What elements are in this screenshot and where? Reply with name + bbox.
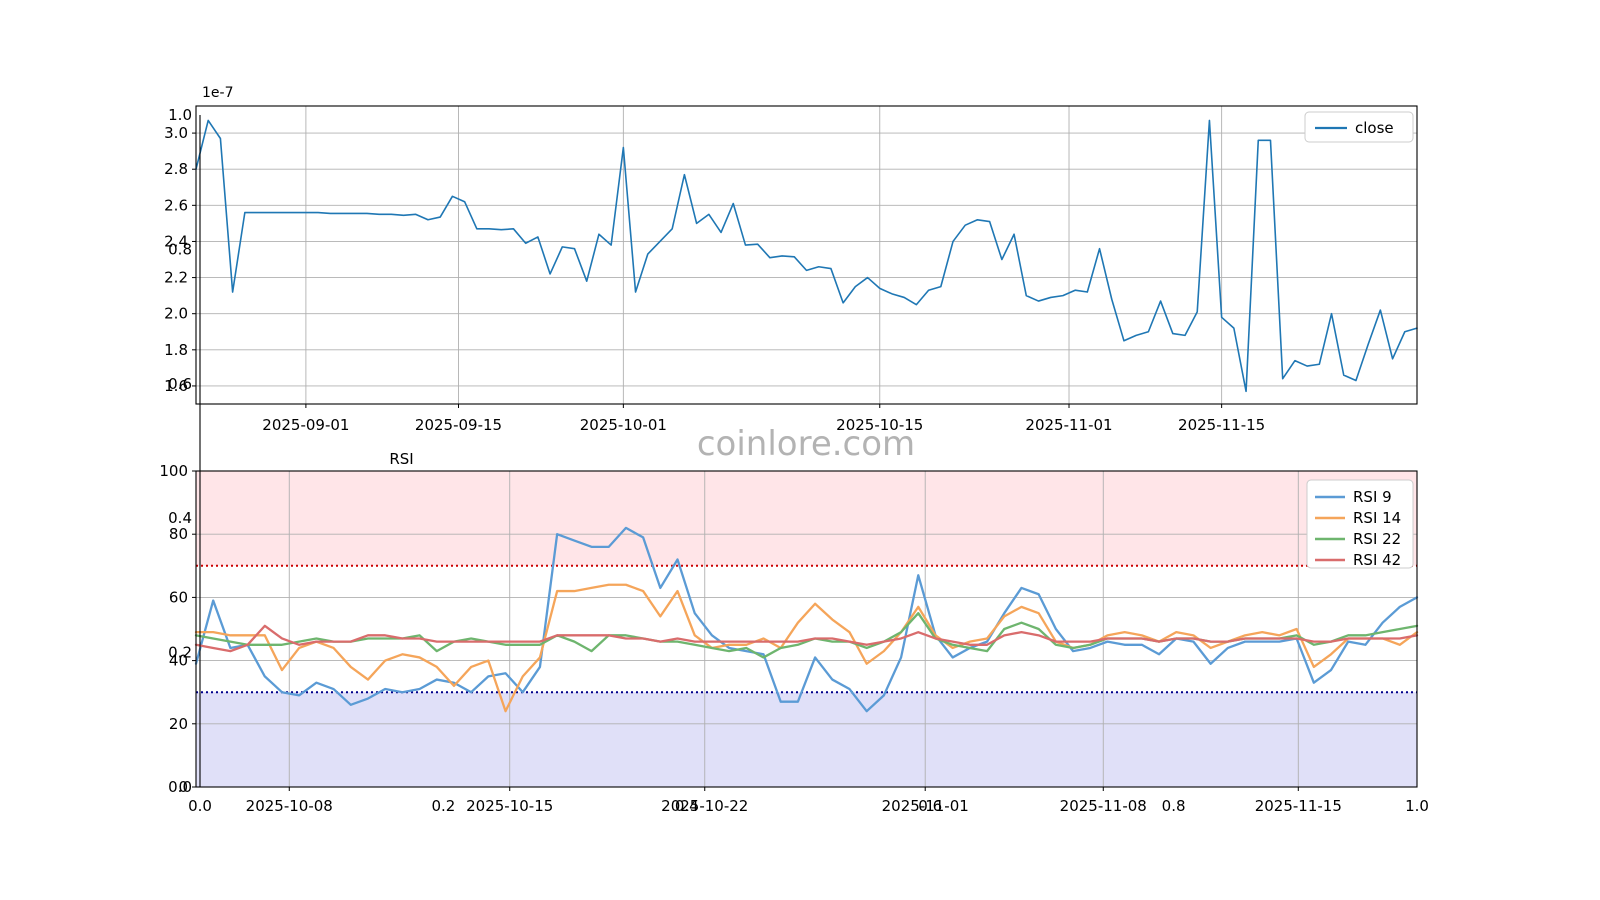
rsi-xtick-label: 2025-10-22 xyxy=(661,797,748,815)
price-legend-box xyxy=(1304,111,1414,143)
rsi-ytick-label: 0 xyxy=(178,778,188,796)
overlay-xtick-label: 1.0 xyxy=(1405,797,1429,815)
price-ytick-label: 3.0 xyxy=(164,124,188,142)
price-axes-frame xyxy=(195,105,1418,405)
rsi-title: RSI xyxy=(389,450,413,468)
overlay-ytick-label: 0.8 xyxy=(168,240,192,258)
rsi-xtick-label: 2025-10-15 xyxy=(466,797,553,815)
price-offset-label: 1e-7 xyxy=(202,85,233,101)
rsi-ytick-label: 60 xyxy=(169,588,188,606)
price-ytick-label: 1.6 xyxy=(164,377,188,395)
price-series-close xyxy=(195,119,1418,393)
price-xtick-label: 2025-09-15 xyxy=(415,416,502,434)
rsi-panel: 0 20 40 60 80 100 2025-10-08 2025-10-15 2025-10-… xyxy=(159,450,1419,815)
price-ytick-label: 2.2 xyxy=(164,269,188,287)
watermark-coinlore: coinlore.com xyxy=(697,424,915,464)
rsi-ytick-label: 20 xyxy=(169,715,188,733)
legend-label-close: close xyxy=(1355,119,1394,137)
rsi-series-RSI-9 xyxy=(194,526,1419,713)
price-panel: 1.6 1.8 2.0 2.2 2.4 2.6 2.8 3.0 2025-09-01 2025-0… xyxy=(164,85,1418,434)
price-xtick-label: 2025-11-01 xyxy=(1025,416,1112,434)
rsi-overbought-band xyxy=(196,471,1417,566)
price-ytick-label: 2.8 xyxy=(164,160,188,178)
price-xtick-label: 2025-11-15 xyxy=(1178,416,1265,434)
price-ytick-label: 1.8 xyxy=(164,341,188,359)
legend-label-RSI-9: RSI 9 xyxy=(1353,488,1392,506)
legend-label-RSI-22: RSI 22 xyxy=(1353,530,1401,548)
overlay-ytick-label: 1.0 xyxy=(168,106,192,124)
price-xtick-label: 2025-09-01 xyxy=(262,416,349,434)
rsi-xtick-label: 2025-10-08 xyxy=(246,797,333,815)
rsi-xtick-label: 2025-11-08 xyxy=(1060,797,1147,815)
overlay-ytick-label: 0.6 xyxy=(168,375,192,393)
overlay-xtick-label: 0.0 xyxy=(188,797,212,815)
price-legend: close xyxy=(1304,111,1414,143)
overlay-xtick-label: 0.4 xyxy=(675,797,699,815)
rsi-series-RSI-42 xyxy=(194,624,1419,653)
rsi-xtick-label: 2025-11-15 xyxy=(1255,797,1342,815)
overlay-default-axes: 0.0 0.2 0.4 0.6 0.8 1.0 0.0 0.2 0.4 0.6 0.8 1.0 xyxy=(168,106,1429,815)
overlay-xtick-label: 0.2 xyxy=(431,797,455,815)
rsi-ytick-label: 100 xyxy=(159,462,188,480)
overlay-xtick-label: 0.8 xyxy=(1162,797,1186,815)
overlay-xtick-label: 0.6 xyxy=(918,797,942,815)
price-ytick-label: 2.4 xyxy=(164,232,188,250)
price-xtick-label: 2025-10-15 xyxy=(836,416,923,434)
rsi-series-RSI-14 xyxy=(194,583,1419,713)
rsi-ytick-label: 40 xyxy=(169,652,188,670)
legend-label-RSI-42: RSI 42 xyxy=(1353,551,1401,569)
rsi-ytick-label: 80 xyxy=(169,525,188,543)
rsi-legend-box xyxy=(1306,479,1414,569)
overlay-ytick-label: 0.2 xyxy=(168,644,192,662)
legend-label-RSI-14: RSI 14 xyxy=(1353,509,1401,527)
price-plot-bg xyxy=(196,106,1417,404)
overlay-ytick-label: 0.0 xyxy=(168,778,192,796)
rsi-xtick-label: 2025-11-01 xyxy=(882,797,969,815)
price-ytick-label: 2.6 xyxy=(164,196,188,214)
overlay-ytick-label: 0.4 xyxy=(168,509,192,527)
rsi-oversold-band xyxy=(196,692,1417,787)
rsi-legend: RSI 9 RSI 14 RSI 22 RSI 42 xyxy=(1306,479,1414,569)
price-ytick-label: 2.0 xyxy=(164,305,188,323)
price-xtick-label: 2025-10-01 xyxy=(580,416,667,434)
